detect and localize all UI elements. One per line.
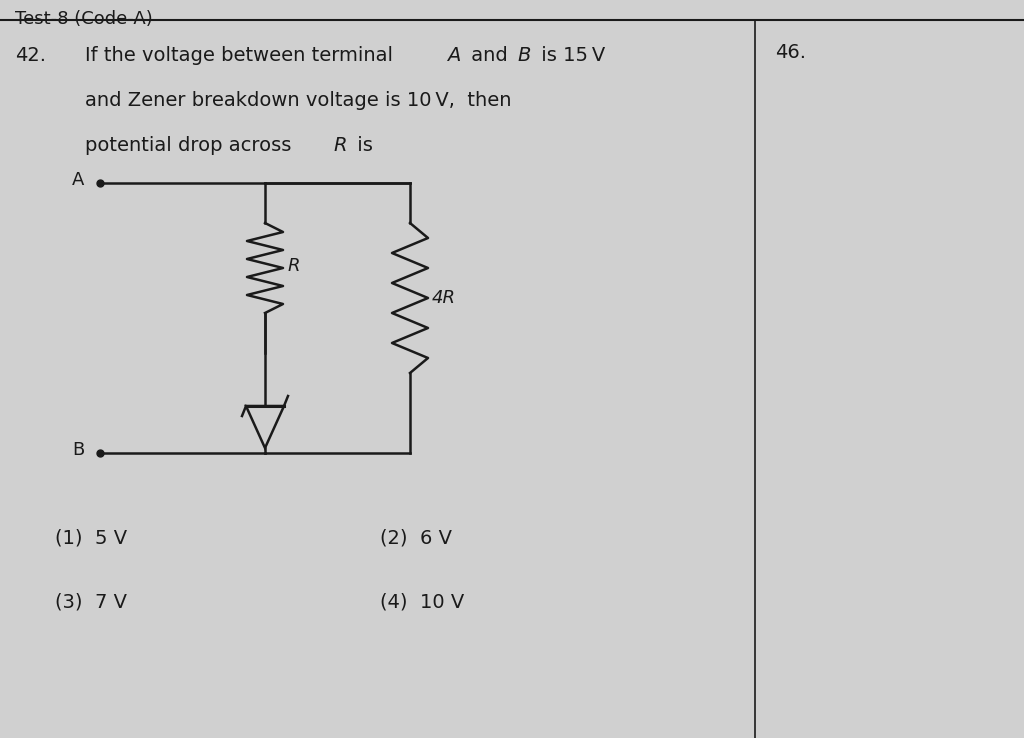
Text: Test-8 (Code-A): Test-8 (Code-A) [15,10,153,28]
Text: If the voltage between terminal: If the voltage between terminal [85,46,399,65]
Text: (1)  5 V: (1) 5 V [55,528,127,547]
Text: 46.: 46. [775,43,806,62]
Text: A: A [447,46,461,65]
Text: potential drop across: potential drop across [85,136,298,155]
Text: B: B [72,441,84,459]
Text: (3)  7 V: (3) 7 V [55,593,127,612]
Text: R: R [333,136,346,155]
Text: and Zener breakdown voltage is 10 V,  then: and Zener breakdown voltage is 10 V, the… [85,91,512,110]
Text: (4)  10 V: (4) 10 V [380,593,464,612]
Text: is: is [351,136,373,155]
Text: B: B [517,46,530,65]
Text: A: A [72,171,84,189]
Text: 4R: 4R [432,289,456,307]
Text: (2)  6 V: (2) 6 V [380,528,452,547]
Text: 42.: 42. [15,46,46,65]
Text: and: and [465,46,514,65]
Text: is 15 V: is 15 V [535,46,605,65]
Text: R: R [288,257,300,275]
